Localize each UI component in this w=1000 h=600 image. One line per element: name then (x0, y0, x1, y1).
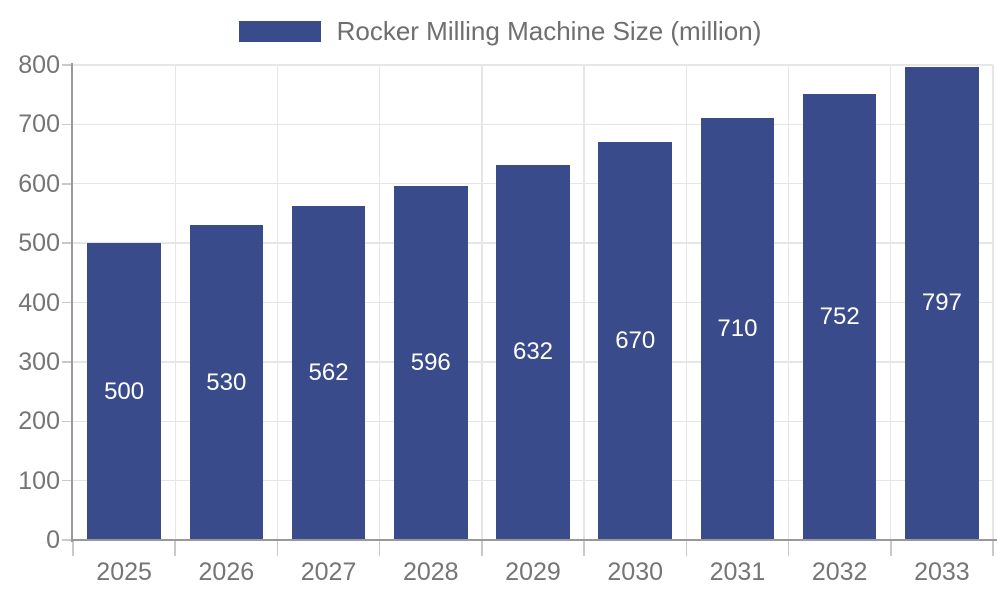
y-axis-line (71, 63, 73, 542)
x-gridline (787, 65, 790, 540)
bar: 632 (496, 164, 570, 540)
y-tick (62, 64, 73, 66)
x-tick (890, 541, 892, 556)
bar: 752 (802, 93, 877, 540)
y-tick (62, 242, 73, 244)
y-tick (62, 123, 73, 126)
bar: 562 (291, 206, 366, 540)
x-gridline (890, 65, 892, 540)
x-tick (583, 541, 585, 556)
x-tick-label: 2030 (607, 558, 664, 586)
bar: 500 (87, 243, 161, 540)
bar: 530 (189, 225, 264, 540)
y-tick-label: 100 (18, 466, 60, 495)
bar: 710 (700, 118, 775, 540)
legend: Rocker Milling Machine Size (million) (0, 16, 1000, 47)
bar: 797 (905, 66, 979, 540)
bar: 596 (394, 186, 468, 540)
legend-label: Rocker Milling Machine Size (million) (336, 16, 762, 46)
x-gridline (583, 65, 585, 540)
bar: 670 (598, 142, 672, 540)
bar-value-label: 797 (921, 289, 962, 317)
x-tick-label: 2028 (402, 558, 459, 586)
x-tick (992, 541, 994, 556)
x-tick-label: 2025 (96, 558, 152, 586)
y-tick-label: 300 (18, 347, 60, 376)
x-gridline (481, 65, 483, 540)
x-tick (72, 541, 74, 556)
x-tick (481, 541, 483, 556)
x-tick-label: 2029 (505, 558, 561, 586)
x-tick-label: 2026 (198, 558, 255, 586)
x-tick-label: 2027 (300, 558, 357, 586)
x-axis-line (71, 539, 997, 541)
y-tick (62, 479, 73, 482)
x-tick-label: 2033 (914, 558, 970, 586)
x-tick-label: 2032 (811, 558, 868, 586)
x-tick-label: 2031 (709, 558, 766, 586)
x-tick (685, 541, 688, 556)
bar-value-label: 752 (819, 302, 860, 330)
x-gridline (174, 65, 176, 540)
y-tick-label: 600 (18, 169, 60, 198)
y-tick-label: 700 (18, 110, 60, 139)
bar-value-label: 670 (615, 327, 656, 355)
x-tick (787, 541, 790, 556)
bar-value-label: 632 (512, 338, 554, 366)
y-tick-label: 400 (18, 288, 60, 317)
bar-value-label: 596 (410, 349, 451, 377)
y-gridline (73, 64, 993, 66)
bar-value-label: 710 (717, 315, 758, 343)
y-tick-label: 500 (18, 229, 60, 258)
y-tick (62, 539, 73, 541)
y-tick (62, 420, 73, 422)
legend-swatch (238, 21, 321, 42)
bar-value-label: 562 (308, 359, 349, 387)
x-tick (378, 541, 381, 556)
x-gridline (992, 65, 994, 540)
x-tick (276, 541, 279, 556)
y-tick-label: 200 (18, 407, 60, 436)
y-tick-label: 0 (46, 526, 60, 554)
y-tick (62, 361, 73, 363)
x-tick (174, 541, 176, 556)
bar-value-label: 500 (104, 377, 145, 405)
y-tick (62, 183, 73, 185)
y-tick (62, 301, 73, 304)
y-tick-label: 800 (18, 51, 60, 79)
x-gridline (378, 65, 381, 540)
x-gridline (685, 65, 688, 540)
x-gridline (276, 65, 279, 540)
y-gridline (73, 123, 993, 126)
bar-value-label: 530 (206, 368, 247, 396)
